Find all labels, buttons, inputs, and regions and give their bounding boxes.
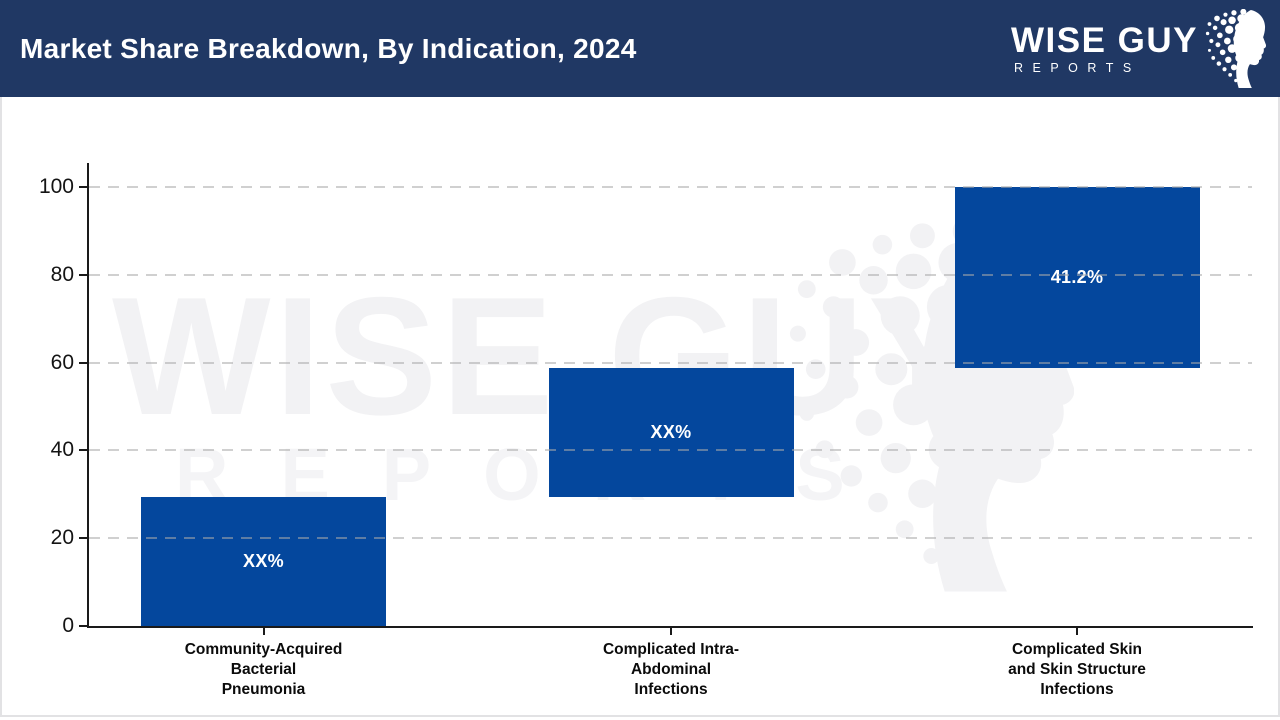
page-title: Market Share Breakdown, By Indication, 2… — [20, 32, 637, 64]
wiseguy-logo: WISE GUY REPORTS — [1011, 8, 1266, 89]
y-tick-0 — [79, 625, 87, 627]
category-label-line: Complicated Skin — [1011, 641, 1143, 658]
category-label-line: Bacterial — [230, 661, 297, 678]
logo-subtitle: REPORTS — [1013, 60, 1141, 75]
bar-segment-1: XX% — [141, 496, 386, 626]
y-tick-100 — [79, 186, 87, 188]
bar-value-label: 41.2% — [1050, 266, 1104, 287]
header-bar: Market Share Breakdown, By Indication, 2… — [0, 0, 1280, 97]
bar-segment-3: 41.2% — [954, 187, 1200, 368]
category-label-line: Infections — [1040, 681, 1114, 698]
gridline-20 — [89, 537, 1252, 540]
category-label-line: and Skin Structure — [1008, 661, 1146, 678]
y-tick-label-0: 0 — [62, 614, 74, 637]
y-tick-label-40: 40 — [50, 438, 74, 462]
bar-value-label: XX% — [650, 421, 692, 442]
category-label-3: Complicated Skin and Skin Structure Infect… — [907, 640, 1247, 700]
y-tick-60 — [79, 361, 87, 364]
y-tick-label-100: 100 — [38, 175, 74, 198]
category-label-line: Infections — [634, 681, 708, 698]
y-tick-40 — [79, 449, 87, 452]
logo-wordmark: WISE GUY REPORTS — [1011, 23, 1198, 75]
y-tick-label-60: 60 — [50, 350, 74, 374]
x-tick-2 — [670, 628, 672, 635]
gridline-40 — [89, 449, 1252, 452]
x-tick-3 — [1076, 628, 1078, 635]
x-axis-line — [87, 626, 1253, 628]
bar-segment-2: XX% — [548, 367, 794, 497]
wiseguy-face-icon — [1205, 8, 1266, 88]
y-tick-label-20: 20 — [50, 526, 74, 550]
category-label-1: Community-Acquired Bacterial Pneumonia — [94, 640, 434, 700]
y-tick-20 — [79, 537, 87, 540]
y-tick-80 — [79, 273, 87, 276]
gridline-100 — [89, 186, 1252, 188]
y-tick-label-80: 80 — [50, 262, 74, 286]
category-label-line: Pneumonia — [221, 681, 306, 698]
x-tick-1 — [262, 628, 265, 635]
gridline-60 — [89, 361, 1252, 364]
logo-name: WISE GUY — [1010, 20, 1198, 60]
bar-value-label: XX% — [243, 550, 284, 571]
gridline-80 — [89, 273, 1252, 276]
category-label-2: Complicated Intra- Abdominal Infections — [501, 640, 841, 700]
category-label-line: Community-Acquired — [184, 641, 343, 658]
category-label-line: Complicated Intra- — [602, 641, 740, 658]
category-label-line: Abdominal — [630, 661, 712, 678]
y-axis-line — [87, 163, 89, 628]
